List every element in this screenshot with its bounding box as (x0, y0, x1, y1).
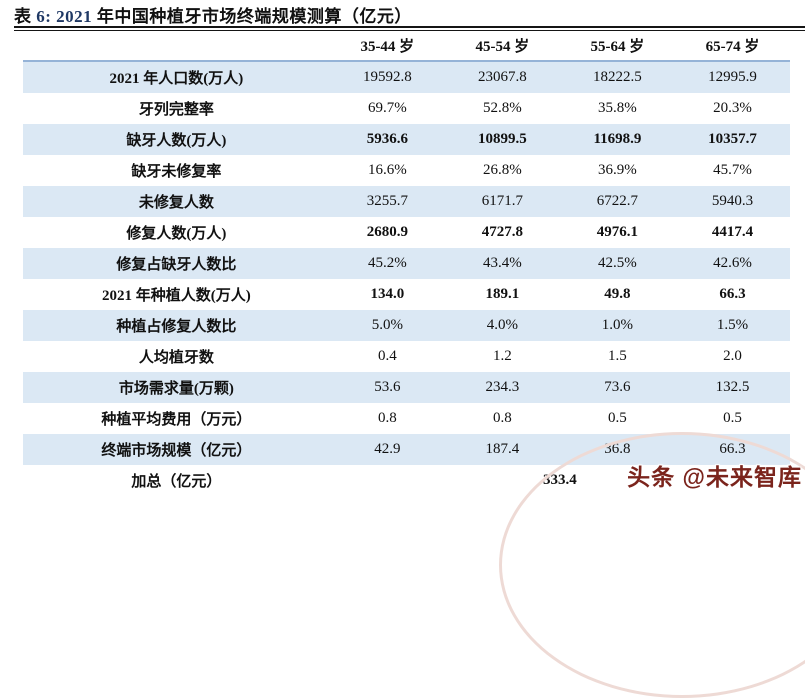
cell-value: 1.5 (608, 348, 627, 364)
cell-value: 5940.3 (711, 193, 754, 209)
cell-value: 45.2% (367, 255, 407, 271)
cell-value: 42.9 (374, 441, 401, 457)
title-number: 6: 2021 (36, 7, 97, 26)
cell-value: 0.5 (608, 410, 627, 426)
table-row: 修复占缺牙人数比 45.2% 43.4% 42.5% 42.6% (23, 248, 790, 279)
cell-value: 18222.5 (593, 69, 642, 85)
row-label: 人均植牙数 (138, 350, 214, 366)
cell-value: 10357.7 (708, 131, 757, 147)
cell-value: 45.7% (713, 162, 752, 178)
cell-value: 66.3 (719, 286, 746, 302)
cell-value: 49.8 (604, 286, 631, 302)
cell-value: 6722.7 (596, 193, 639, 209)
cell-value: 134.0 (370, 286, 405, 302)
table-row: 种植占修复人数比 5.0% 4.0% 1.0% 1.5% (23, 310, 790, 341)
cell-value: 10899.5 (477, 131, 527, 147)
cell-value: 16.6% (367, 162, 407, 178)
row-label: 未修复人数 (138, 195, 214, 211)
cell-value: 4976.1 (596, 224, 639, 240)
cell-value: 4727.8 (481, 224, 523, 240)
cell-value: 26.8% (482, 162, 522, 178)
data-table: 35-44 岁 45-54 岁 55-64 岁 65-74 岁 2021 年人口… (23, 31, 790, 496)
cell-value: 20.3% (713, 100, 752, 116)
column-header: 55-64 岁 (559, 31, 675, 62)
table-row: 种植平均费用（万元） 0.8 0.8 0.5 0.5 (23, 403, 790, 434)
cell-value: 42.6% (713, 255, 752, 271)
table-row: 修复人数(万人) 2680.9 4727.8 4976.1 4417.4 (23, 217, 790, 248)
row-label: 加总（亿元） (131, 474, 222, 490)
cell-value: 0.8 (377, 410, 397, 426)
cell-value: 69.7% (367, 100, 407, 116)
cell-value: 0.5 (723, 410, 742, 426)
row-label: 终端市场规模（亿元） (101, 443, 252, 459)
cell-value: 42.5% (598, 255, 637, 271)
title-prefix: 表 (14, 7, 37, 26)
table-row: 未修复人数 3255.7 6171.7 6722.7 5940.3 (23, 186, 790, 217)
table-row: 缺牙未修复率 16.6% 26.8% 36.9% 45.7% (23, 155, 790, 186)
column-header: 45-54 岁 (444, 31, 560, 62)
cell-value: 4417.4 (711, 224, 754, 240)
cell-value: 35.8% (598, 100, 637, 116)
title-text: 年中国种植牙市场终端规模测算（亿元） (96, 7, 412, 26)
table-row: 牙列完整率 69.7% 52.8% 35.8% 20.3% (23, 93, 790, 124)
cell-value: 5.0% (371, 317, 403, 333)
row-label: 种植占修复人数比 (116, 319, 237, 335)
cell-value: 11698.9 (593, 131, 642, 147)
cell-value: 19592.8 (362, 69, 412, 85)
cell-value: 234.3 (485, 379, 520, 395)
row-label: 牙列完整率 (138, 102, 214, 118)
cell-value: 0.8 (492, 410, 512, 426)
table-row: 缺牙人数(万人) 5936.6 10899.5 11698.9 10357.7 (23, 124, 790, 155)
cell-value: 1.0% (601, 317, 634, 333)
cell-value: 12995.9 (708, 69, 757, 85)
cell-value: 43.4% (482, 255, 522, 271)
cell-value: 2.0 (723, 348, 742, 364)
cell-value: 1.2 (492, 348, 512, 364)
column-header: 65-74 岁 (674, 31, 790, 62)
row-label: 缺牙人数(万人) (126, 133, 227, 149)
title-divider-double-rule (14, 26, 805, 31)
header-row: 35-44 岁 45-54 岁 55-64 岁 65-74 岁 (23, 31, 790, 62)
cell-value: 189.1 (485, 286, 520, 302)
toutiao-watermark: 头条 @未来智库 (627, 464, 802, 490)
cell-value: 1.5% (716, 317, 749, 333)
table-row: 市场需求量(万颗) 53.6 234.3 73.6 132.5 (23, 372, 790, 403)
table-row: 2021 年人口数(万人) 19592.8 23067.8 18222.5 12… (23, 61, 790, 93)
cell-value: 73.6 (604, 379, 631, 395)
cell-value: 3255.7 (366, 193, 408, 209)
row-label: 修复人数(万人) (126, 226, 227, 242)
cell-value: 4.0% (486, 317, 518, 333)
row-label: 2021 年种植人数(万人) (102, 288, 251, 304)
row-label: 缺牙未修复率 (131, 164, 222, 180)
cell-value: 187.4 (485, 441, 520, 457)
column-header: 35-44 岁 (329, 31, 445, 62)
row-label: 2021 年人口数(万人) (109, 71, 244, 87)
cell-value: 0.4 (377, 348, 397, 364)
cell-value: 52.8% (482, 100, 522, 116)
page-title: 表 6: 2021 年中国种植牙市场终端规模测算（亿元） (14, 2, 412, 27)
cell-value: 23067.8 (477, 69, 527, 85)
header-empty-cell (23, 31, 330, 62)
row-label: 种植平均费用（万元） (101, 412, 252, 428)
row-label: 修复占缺牙人数比 (116, 257, 237, 273)
cell-value: 53.6 (374, 379, 401, 395)
table-row: 2021 年种植人数(万人) 134.0 189.1 49.8 66.3 (23, 279, 790, 310)
table-row: 人均植牙数 0.4 1.2 1.5 2.0 (23, 341, 790, 372)
cell-value: 2680.9 (366, 224, 408, 240)
cell-value: 5936.6 (366, 131, 408, 147)
cell-value: 6171.7 (481, 193, 523, 209)
row-label: 市场需求量(万颗) (118, 381, 234, 397)
cell-value: 132.5 (715, 379, 750, 395)
cell-value: 36.9% (598, 162, 637, 178)
